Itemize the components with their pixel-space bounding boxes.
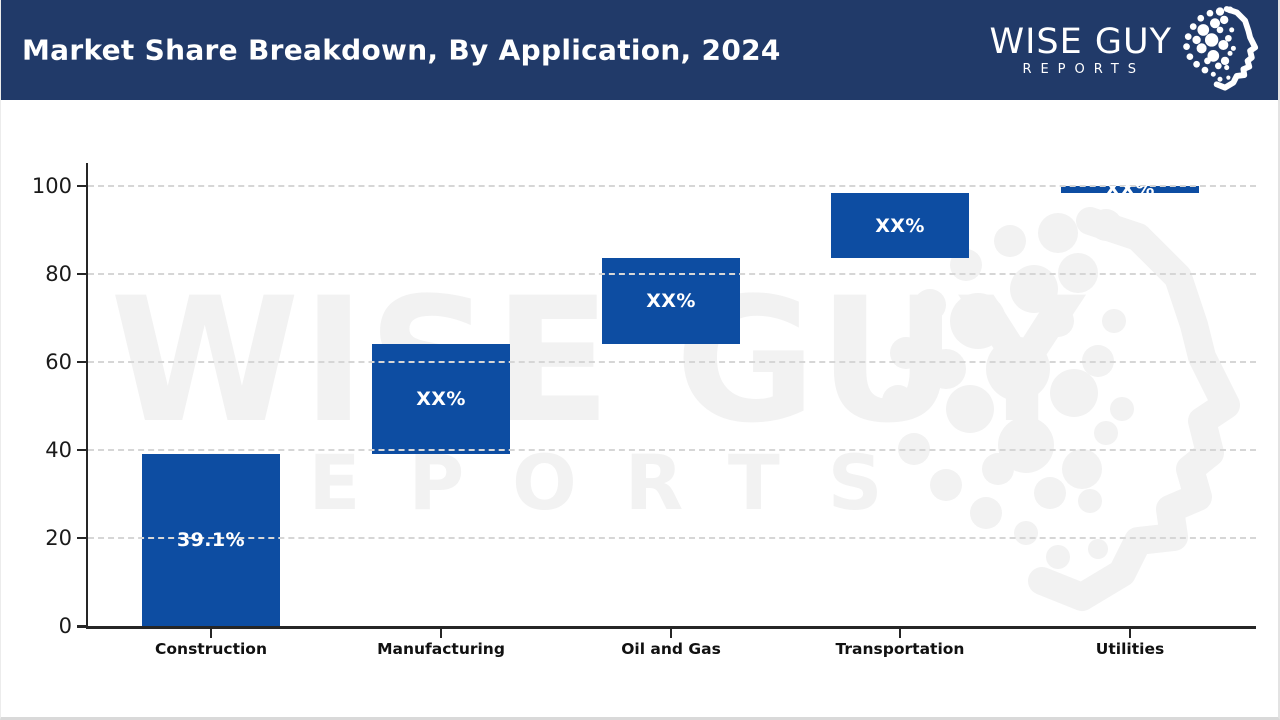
bar-transportation: XX% [831,193,969,258]
y-tick-mark-40 [76,448,86,452]
y-tick-label-40: 40 [45,437,72,462]
gridline-100 [88,184,1256,187]
wiseguy-logo-text: WISE GUY REPORTS [989,23,1172,77]
y-tick-mark-100 [76,184,86,187]
gridline-40 [88,448,1256,451]
x-tick-mark-construction [209,628,213,638]
y-tick-label-0: 0 [58,614,72,638]
watermark-reports-text: REPORTS [202,438,931,527]
x-axis-label-manufacturing: Manufacturing [377,640,505,658]
bar-value-label-manufacturing: XX% [416,387,466,410]
gridline-20 [88,536,1256,539]
x-tick-mark-utilities [1128,628,1132,638]
wiseguy-logo: WISE GUY REPORTS [989,4,1266,96]
x-axis-label-utilities: Utilities [1095,640,1165,658]
bar-value-label-construction: 39.1% [177,528,245,551]
y-tick-label-20: 20 [45,525,72,550]
header-bar: Market Share Breakdown, By Application, … [0,0,1280,100]
y-tick-label-60: 60 [45,349,72,374]
gridline-60 [88,360,1256,363]
logo-brand-text: WISE GUY [989,22,1172,62]
y-tick-label-100: 100 [31,173,72,198]
x-axis-label-transportation: Transportation [835,640,965,658]
wiseguy-head-watermark [858,192,1258,642]
y-tick-mark-20 [76,536,86,540]
gridline-80 [88,272,1256,275]
y-tick-label-80: 80 [45,261,72,286]
y-tick-mark-60 [76,360,86,364]
logo-sub-text: REPORTS [1022,62,1146,77]
y-tick-mark-80 [76,272,86,276]
x-tick-mark-oil-and-gas [669,628,673,638]
x-axis-line [85,626,1256,629]
x-axis-label-construction: Construction [155,640,267,658]
x-axis-label-oil-and-gas: Oil and Gas [621,640,721,658]
x-tick-mark-transportation [898,628,902,638]
bar-value-label-utilities: XX% [1105,186,1155,194]
y-axis-line [85,163,88,628]
bar-utilities: XX% [1061,185,1199,194]
bar-oil-and-gas: XX% [602,257,740,344]
page-title: Market Share Breakdown, By Application, … [22,33,781,67]
x-tick-mark-manufacturing [439,628,443,638]
bar-construction: 39.1% [142,453,280,626]
bar-value-label-oil-and-gas: XX% [646,289,696,312]
bar-value-label-transportation: XX% [875,214,925,237]
y-tick-mark-0 [76,625,86,628]
